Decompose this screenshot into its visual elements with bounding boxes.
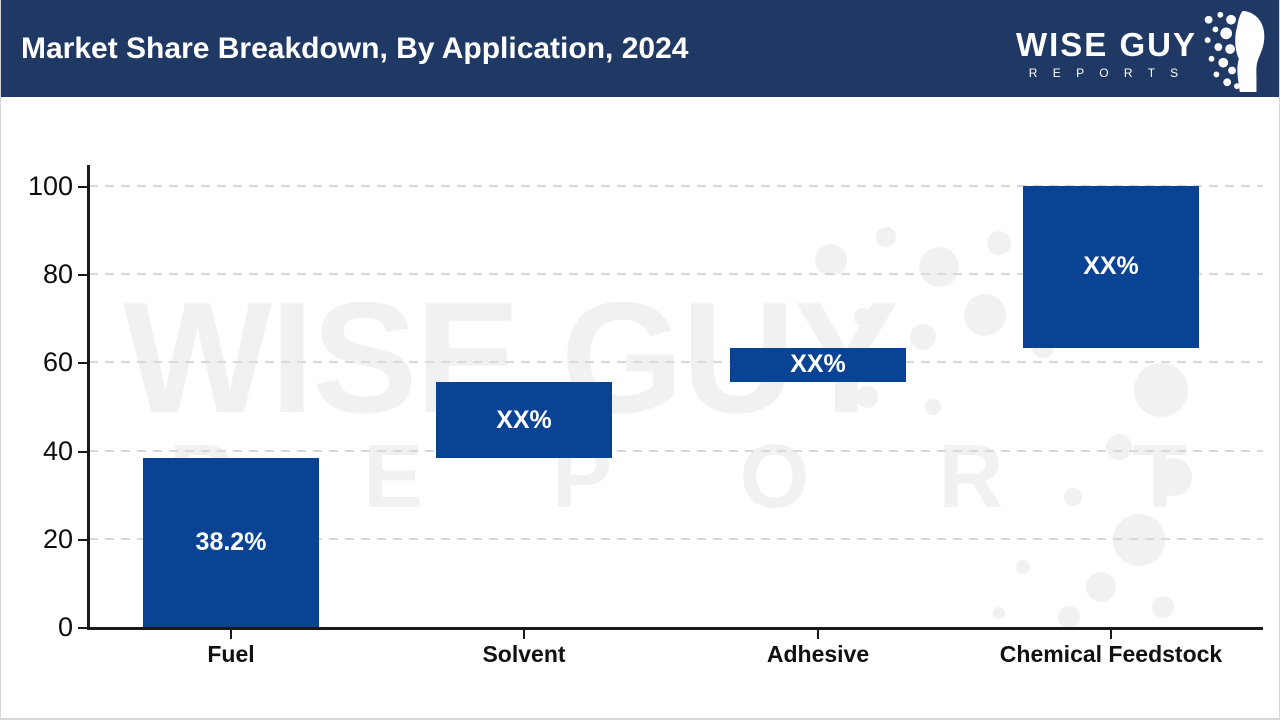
y-tick-label: 0 [57, 612, 73, 642]
bar-value-label: XX% [496, 405, 552, 434]
y-gridline [89, 273, 1263, 276]
x-axis-line [87, 627, 1263, 630]
y-tick-mark [78, 450, 88, 453]
x-tick-mark [1110, 630, 1112, 639]
y-gridline [89, 537, 1263, 540]
y-tick-mark [78, 362, 88, 365]
bar-value-label: XX% [790, 350, 846, 379]
bar-value-label: 38.2% [195, 528, 267, 557]
y-tick-mark [78, 185, 88, 188]
x-tick-mark [230, 630, 232, 639]
x-axis-label: Fuel [207, 641, 255, 667]
waterfall-bar-chemical-feedstock: XX% [1023, 185, 1199, 348]
y-axis-line [87, 165, 90, 630]
y-tick-mark [78, 538, 88, 541]
x-tick-mark [523, 630, 525, 639]
dotted-face-icon [1199, 8, 1269, 97]
y-tick-label: 40 [42, 435, 73, 466]
header-bar: Market Share Breakdown, By Application, … [1, 0, 1279, 97]
y-tick-label: 20 [42, 523, 73, 554]
y-tick-mark [78, 627, 88, 629]
y-gridline [89, 361, 1263, 364]
logo-brand-subname: R E P O R T S [1028, 65, 1185, 80]
page-title: Market Share Breakdown, By Application, … [21, 32, 689, 65]
x-tick-mark [817, 630, 819, 639]
y-tick-label: 100 [27, 170, 73, 201]
y-tick-mark [78, 274, 88, 277]
y-tick-label: 60 [42, 347, 73, 378]
y-gridline [89, 449, 1263, 452]
x-axis-label: Chemical Feedstock [999, 641, 1223, 667]
wise-guy-reports-logo: WISE GUY R E P O R T S [1016, 8, 1269, 97]
logo-text: WISE GUY R E P O R T S [1016, 26, 1197, 80]
bar-value-label: XX% [1083, 252, 1139, 281]
x-axis-label: Adhesive [766, 641, 870, 667]
waterfall-bar-fuel: 38.2% [143, 458, 319, 627]
logo-brand-name: WISE GUY [1015, 25, 1197, 63]
y-gridline [89, 184, 1263, 187]
waterfall-bar-solvent: XX% [436, 382, 612, 459]
watermark-brand-subname: R E P O R T S [169, 427, 1279, 527]
x-axis-label: Solvent [482, 641, 566, 667]
waterfall-bar-adhesive: XX% [730, 347, 906, 383]
y-tick-label: 80 [42, 259, 73, 290]
